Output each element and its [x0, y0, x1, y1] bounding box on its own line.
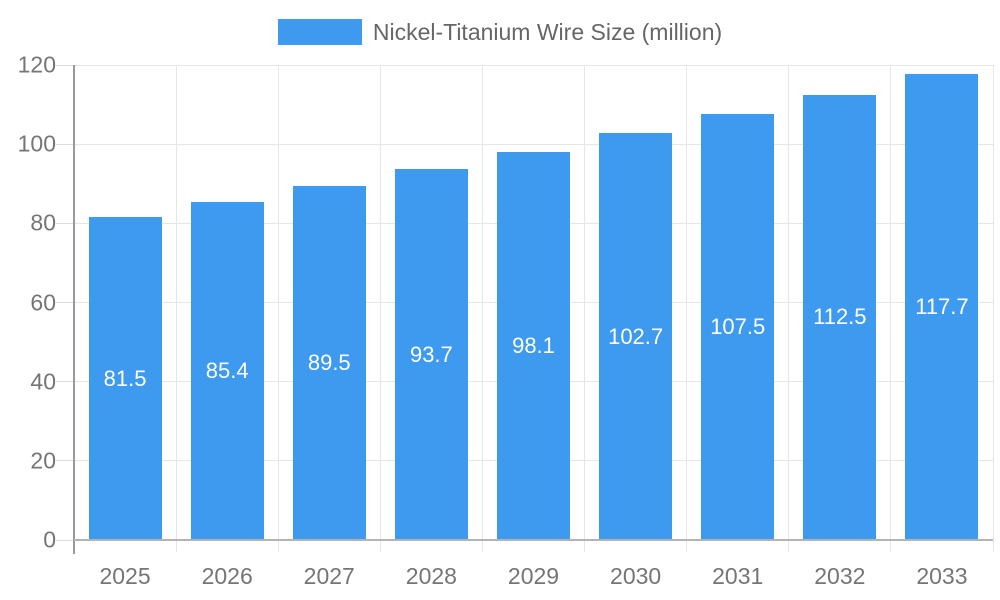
y-axis-label: 80 — [30, 209, 56, 236]
y-axis-label: 20 — [30, 447, 56, 474]
x-axis-label: 2033 — [916, 563, 968, 589]
gridline-horizontal — [74, 64, 993, 66]
y-axis-tick — [56, 222, 74, 224]
gridline-vertical — [992, 65, 994, 552]
x-axis-label: 2029 — [507, 563, 560, 589]
y-axis-tick — [56, 460, 74, 462]
gridline-vertical — [788, 65, 790, 552]
gridline-vertical — [175, 65, 177, 552]
y-axis-tick — [56, 539, 74, 541]
gridline-vertical — [277, 65, 279, 552]
y-axis-label: 100 — [17, 130, 56, 157]
bar-value-label: 93.7 — [409, 341, 453, 367]
legend-label: Nickel-Titanium Wire Size (million) — [372, 19, 723, 45]
bar-2029[interactable] — [497, 151, 570, 540]
bar-value-label: 85.4 — [205, 357, 249, 383]
x-axis-label: 2027 — [303, 563, 355, 589]
gridline-vertical — [686, 65, 688, 552]
x-axis-label: 2025 — [99, 563, 151, 589]
bar-2028[interactable] — [394, 169, 468, 540]
bar-value-label: 112.5 — [813, 304, 867, 330]
y-axis-line — [73, 65, 75, 554]
gridline-vertical — [379, 65, 381, 552]
gridline-vertical — [890, 65, 892, 552]
y-axis-tick — [56, 381, 74, 383]
x-axis-label: 2030 — [610, 563, 662, 589]
bar-2025[interactable] — [88, 217, 162, 540]
bar-2031[interactable] — [701, 114, 775, 540]
x-axis-line — [74, 539, 993, 541]
y-axis-tick — [56, 143, 74, 145]
bar-2032[interactable] — [803, 94, 877, 540]
x-axis-label: 2028 — [405, 563, 457, 589]
bar-value-label: 102.7 — [608, 323, 664, 349]
bar-2026[interactable] — [190, 201, 264, 540]
bar-value-label: 89.5 — [307, 349, 351, 375]
bar-2033[interactable] — [905, 74, 979, 540]
bar-value-label: 98.1 — [512, 332, 555, 358]
x-axis-label: 2026 — [201, 563, 253, 589]
y-axis-label: 60 — [30, 289, 56, 315]
y-axis-tick — [56, 302, 74, 303]
gridline-horizontal — [74, 143, 993, 145]
bar-value-label: 81.5 — [103, 365, 147, 391]
bar-2030[interactable] — [599, 133, 673, 540]
bar-value-label: 107.5 — [710, 314, 766, 340]
gridline-vertical — [584, 65, 586, 552]
legend-swatch — [277, 19, 362, 45]
y-axis-label: 40 — [30, 368, 56, 395]
y-axis-label: 120 — [17, 51, 56, 78]
bar-value-label: 117.7 — [915, 294, 969, 320]
x-axis-label: 2031 — [712, 563, 764, 589]
y-axis-label: 0 — [43, 526, 56, 553]
x-axis-label: 2032 — [814, 563, 866, 589]
y-axis-tick — [56, 64, 74, 66]
bar-2027[interactable] — [292, 185, 366, 540]
gridline-vertical — [481, 65, 483, 552]
legend[interactable]: Nickel-Titanium Wire Size (million) — [0, 18, 1000, 46]
